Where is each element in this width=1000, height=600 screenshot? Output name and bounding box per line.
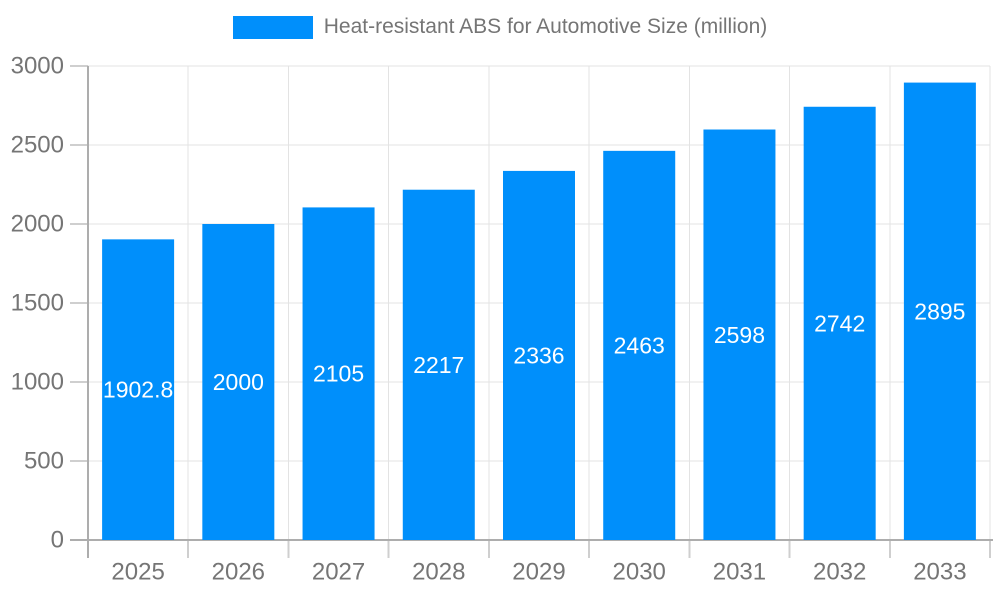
legend-item[interactable]: Heat-resistant ABS for Automotive Size (… — [0, 15, 1000, 39]
y-axis-label: 2000 — [11, 211, 64, 238]
bar-2029 — [503, 170, 575, 541]
bar-value-label: 2598 — [714, 322, 765, 348]
bar-value-label: 1902.8 — [103, 377, 173, 403]
bar-value-label: 2895 — [914, 298, 965, 324]
bar-value-label: 2336 — [513, 342, 564, 368]
bar-2030 — [603, 150, 676, 540]
y-axis-label: 2500 — [11, 132, 64, 159]
y-axis-label: 1000 — [11, 369, 64, 396]
bar-2026 — [202, 224, 275, 540]
x-axis-label: 2026 — [212, 559, 265, 586]
bar-value-label: 2742 — [814, 310, 865, 336]
bar-2028 — [402, 189, 475, 541]
x-axis-label: 2027 — [312, 559, 365, 586]
bar-2027 — [302, 207, 375, 540]
x-axis-label: 2028 — [412, 559, 465, 586]
x-axis-label: 2030 — [613, 559, 666, 586]
bar-2032 — [803, 106, 876, 540]
y-axis-label: 3000 — [11, 53, 64, 80]
bar-2031 — [703, 129, 776, 541]
x-axis-label: 2032 — [813, 559, 866, 586]
x-axis-label: 2025 — [111, 559, 164, 586]
bar-value-label: 2000 — [213, 369, 264, 395]
bar-2025 — [102, 239, 175, 540]
y-axis-label: 0 — [51, 527, 64, 554]
legend-swatch — [232, 15, 313, 39]
x-axis-label: 2033 — [913, 559, 966, 586]
y-axis-label: 500 — [24, 448, 64, 475]
x-axis-label: 2031 — [713, 559, 766, 586]
bar-value-label: 2463 — [614, 332, 665, 358]
legend-label: Heat-resistant ABS for Automotive Size (… — [323, 15, 768, 38]
bar-value-label: 2105 — [313, 361, 364, 387]
bar-2033 — [903, 82, 976, 540]
x-axis-label: 2029 — [512, 559, 565, 586]
y-axis-label: 1500 — [11, 290, 64, 317]
bar-value-label: 2217 — [413, 352, 464, 378]
